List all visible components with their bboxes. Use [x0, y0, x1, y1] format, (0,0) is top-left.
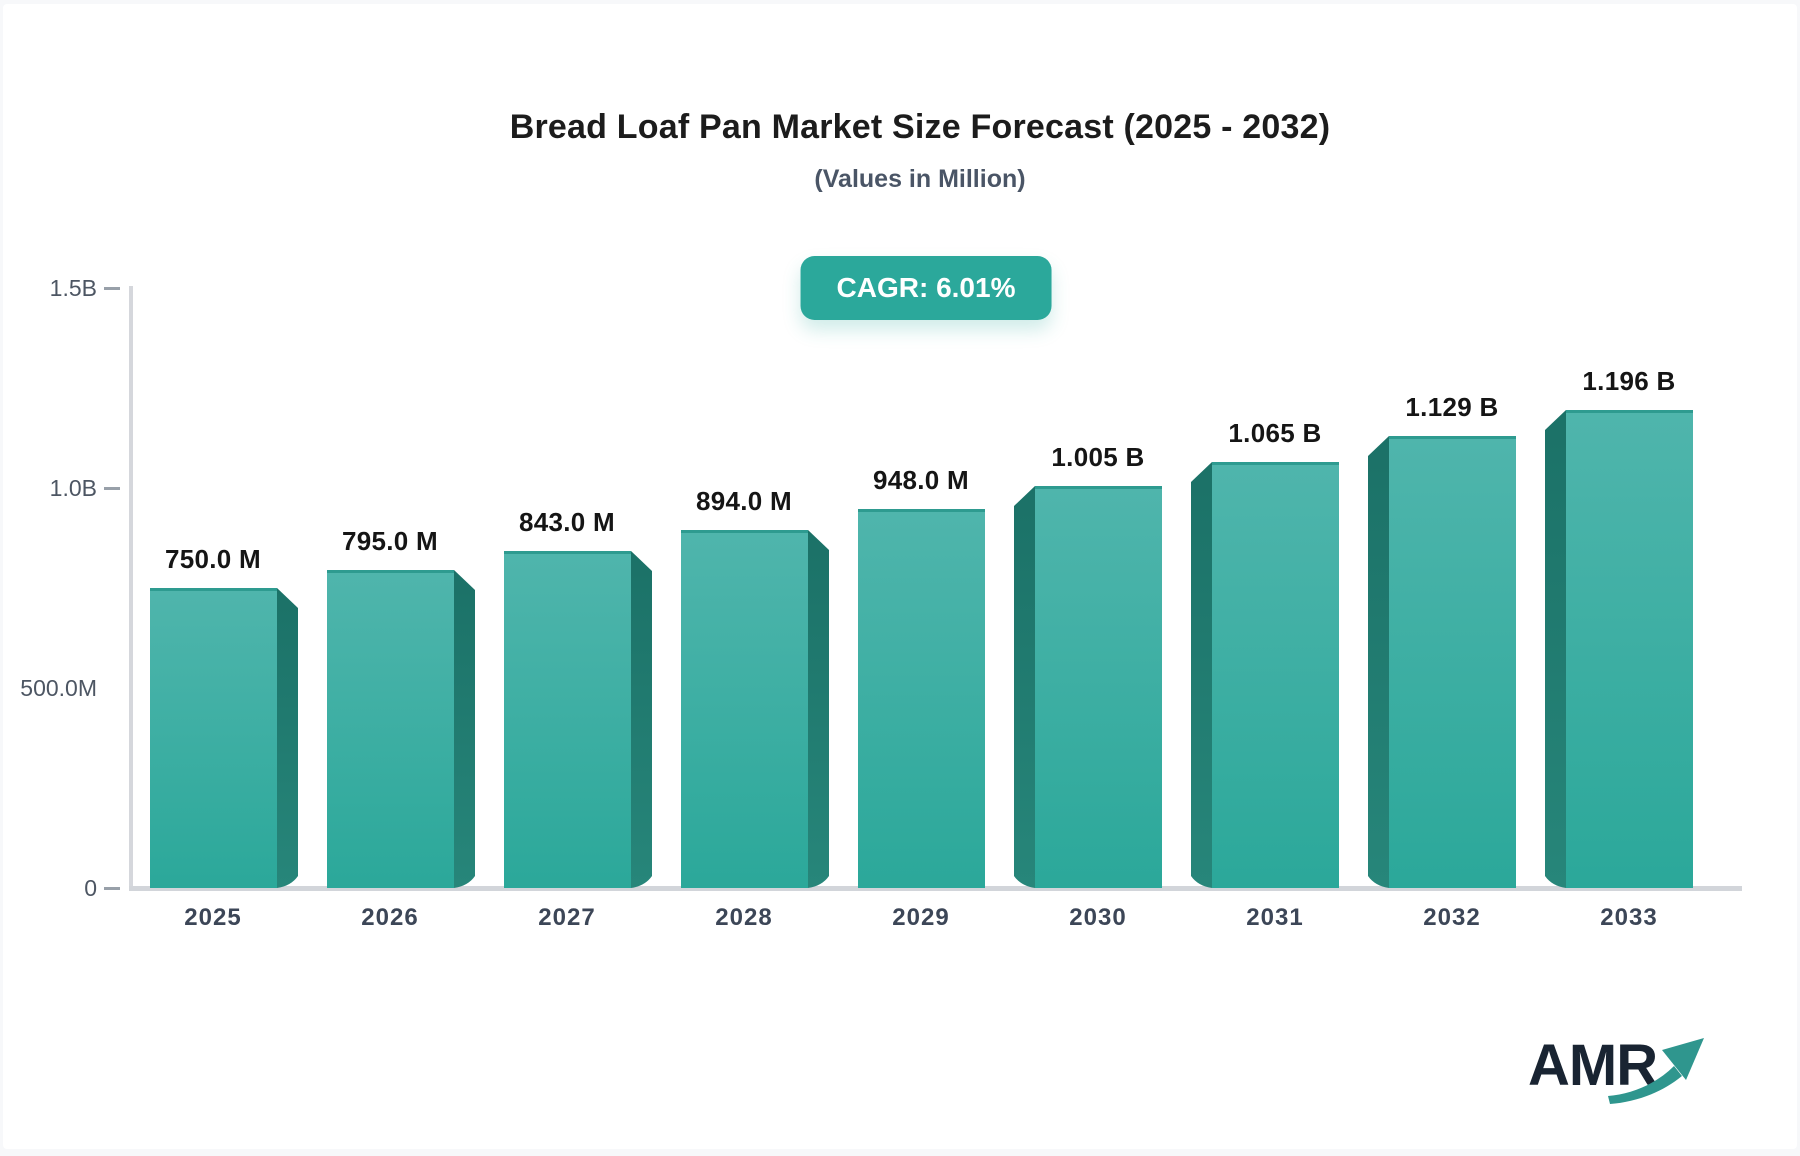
x-axis-label: 2026 [361, 904, 419, 931]
bar [1389, 436, 1516, 888]
y-tick-dash [104, 487, 120, 490]
x-axis-label: 2029 [892, 904, 950, 931]
chart-title: Bread Loaf Pan Market Size Forecast (202… [509, 108, 1331, 146]
amr-logo: AMR [1528, 1032, 1728, 1122]
bar-value-label: 1.196 B [1582, 366, 1676, 396]
bar [327, 570, 454, 888]
bar-value-label: 1.005 B [1051, 442, 1145, 472]
y-tick-dash [104, 887, 120, 890]
bar-value-label: 1.065 B [1228, 418, 1322, 448]
y-tick-dash [104, 287, 120, 290]
bar [1035, 486, 1162, 888]
x-axis-label: 2033 [1600, 904, 1658, 931]
chart-card: Bread Loaf Pan Market Size Forecast (202… [3, 4, 1797, 1149]
x-axis-label: 2031 [1246, 904, 1304, 931]
bar-value-label: 750.0 M [164, 544, 262, 574]
bar-side-face [1545, 410, 1566, 888]
bar-side-face [277, 588, 298, 888]
bar [858, 509, 985, 888]
chart-subtitle: (Values in Million) [814, 165, 1026, 193]
x-axis-label: 2025 [184, 904, 242, 931]
x-axis-label: 2028 [715, 904, 773, 931]
cagr-badge-label: CAGR: 6.01% [836, 272, 1016, 303]
bar [1212, 462, 1339, 888]
cagr-badge: CAGR: 6.01% [800, 256, 1052, 320]
amr-logo-arrow-icon [1608, 1038, 1704, 1104]
bar-side-face [1014, 486, 1035, 888]
bar-value-label: 894.0 M [695, 486, 793, 516]
bar-value-label: 795.0 M [341, 526, 439, 556]
bar [1566, 410, 1693, 888]
x-axis-line [129, 886, 1742, 891]
x-axis-label: 2030 [1069, 904, 1127, 931]
y-tick-label: 500.0M [20, 675, 97, 701]
y-tick-label: 1.5B [49, 275, 97, 301]
bar-value-label: 1.129 B [1405, 392, 1499, 422]
bar-side-face [1191, 462, 1212, 888]
y-tick-label: 1.0B [49, 475, 97, 501]
x-axis-label: 2032 [1423, 904, 1481, 931]
bar-side-face [1368, 436, 1389, 888]
bar-side-face [631, 551, 652, 888]
bar-side-face [808, 530, 829, 888]
x-axis-label: 2027 [538, 904, 596, 931]
bar [681, 530, 808, 888]
bar-side-face [454, 570, 475, 888]
bar [504, 551, 631, 888]
amr-logo-text: AMR [1528, 1033, 1658, 1098]
bar-value-label: 843.0 M [518, 507, 616, 537]
y-axis-line [129, 286, 133, 891]
y-tick-label: 0 [84, 875, 97, 901]
bar-value-label: 948.0 M [872, 465, 970, 495]
bar [150, 588, 277, 888]
